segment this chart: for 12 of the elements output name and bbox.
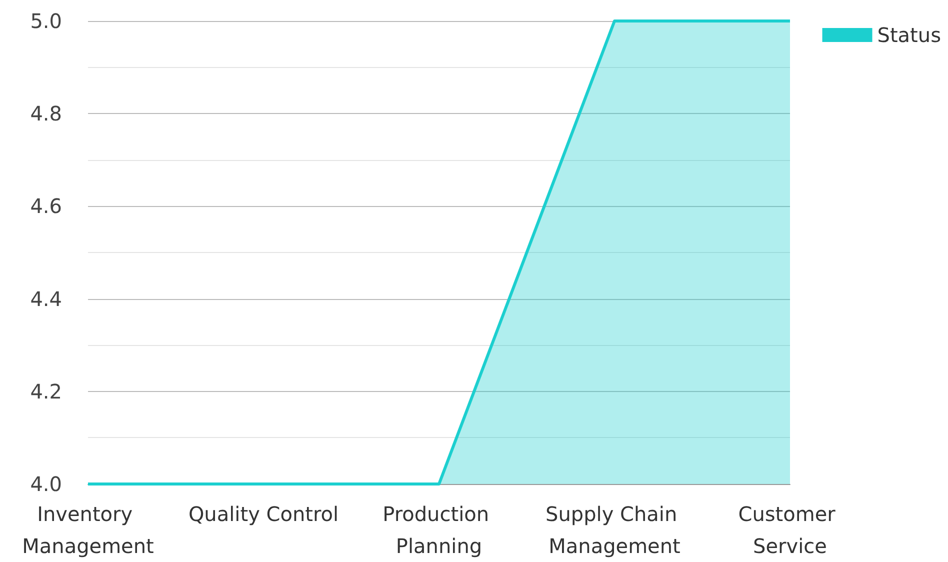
y-tick-label: 5.0 — [30, 9, 62, 33]
y-tick-label: 4.8 — [30, 102, 62, 126]
x-tick-label: Customer Service — [738, 502, 842, 558]
x-tick-label: Inventory Management — [22, 502, 154, 558]
y-tick-label: 4.0 — [30, 472, 62, 496]
x-tick-label: Production Planning — [382, 502, 496, 558]
legend-label: Status — [877, 23, 942, 47]
x-tick-label: Supply Chain Management — [546, 502, 684, 558]
y-tick-label: 4.4 — [30, 286, 62, 311]
x-tick-label: Quality Control — [188, 502, 339, 526]
y-tick-label: 4.6 — [30, 194, 62, 218]
y-tick-label: 4.2 — [30, 379, 62, 404]
